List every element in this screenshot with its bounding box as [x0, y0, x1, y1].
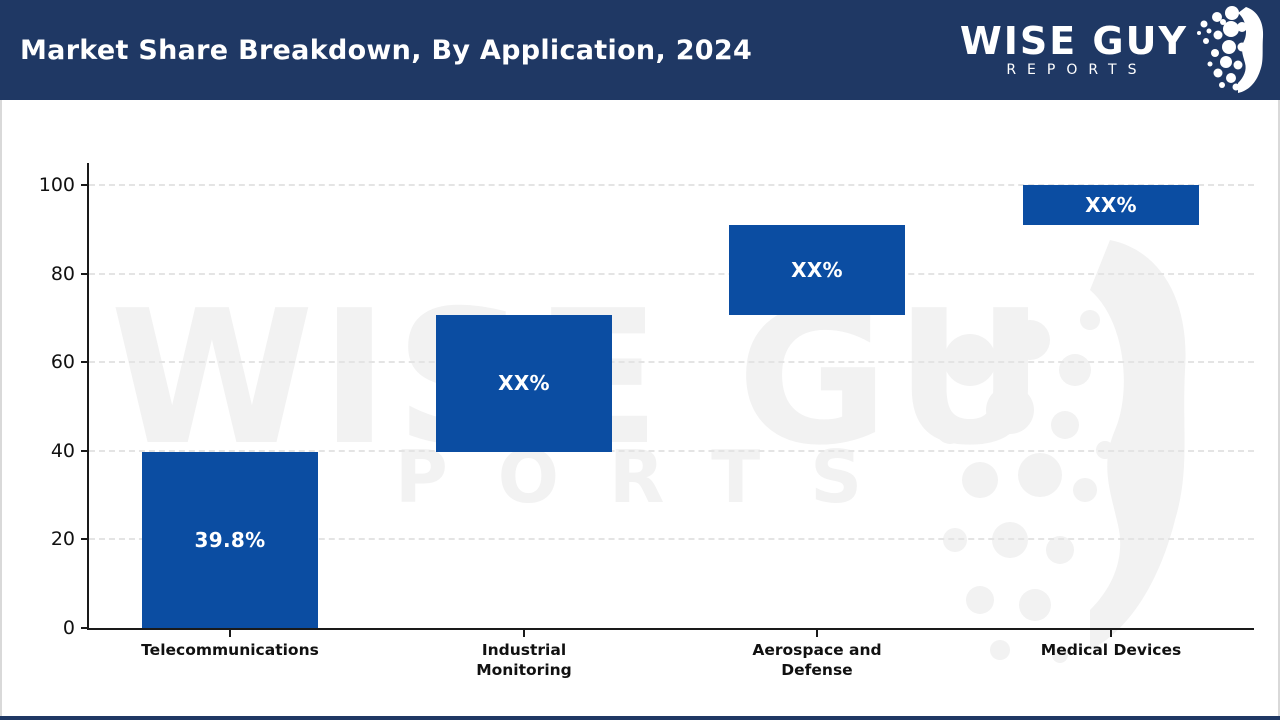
x-axis-category-label: Industrial Monitoring	[404, 640, 644, 680]
bar-3: XX%	[1023, 185, 1199, 225]
x-axis-category-label: Medical Devices	[991, 640, 1231, 660]
bar-2: XX%	[729, 224, 905, 315]
bar-value-label: XX%	[1085, 192, 1137, 217]
logo-wordmark: WISE GUY	[959, 19, 1188, 63]
bar-1: XX%	[436, 314, 612, 452]
y-axis-tick-label: 20	[50, 528, 75, 551]
y-axis-tick-label: 100	[38, 174, 75, 196]
bar-0: 39.8%	[142, 451, 318, 628]
wise-guy-logo: WISE GUY REPORTS	[960, 5, 1280, 95]
gridline	[89, 538, 1254, 541]
x-axis-category-line: Medical Devices	[1040, 641, 1182, 659]
chart-title: Market Share Breakdown, By Application, …	[20, 34, 753, 66]
header-bar: Market Share Breakdown, By Application, …	[0, 0, 1280, 100]
gridline	[89, 449, 1254, 452]
y-axis-tick	[81, 361, 88, 364]
footer-bar	[0, 716, 1280, 720]
y-axis-tick	[81, 272, 88, 275]
y-axis-tick	[81, 449, 88, 452]
x-axis-category-label: Aerospace and Defense	[697, 640, 937, 680]
logo-subtitle: REPORTS	[1006, 62, 1148, 78]
y-axis-tick-label: 0	[62, 617, 75, 639]
bar-value-label: XX%	[498, 371, 550, 396]
bar-value-label: XX%	[791, 257, 843, 282]
x-axis-category-line: Monitoring	[476, 661, 572, 679]
x-axis-category-line: Industrial	[481, 641, 567, 659]
y-axis-tick	[81, 184, 88, 186]
x-axis-category-line: Defense	[781, 661, 853, 679]
x-axis-tick	[816, 630, 818, 637]
x-axis-tick	[523, 630, 525, 637]
bar-value-label: 39.8%	[194, 527, 266, 552]
x-axis-category-line: Telecommunications	[141, 641, 319, 659]
y-axis-line	[87, 163, 89, 630]
x-axis-category-line: Aerospace and	[752, 641, 882, 659]
y-axis-tick	[81, 538, 88, 541]
logo-text: WISE GUY REPORTS	[960, 22, 1188, 78]
y-axis-tick	[81, 627, 88, 629]
face-profile-icon	[1197, 6, 1264, 93]
y-axis-tick-label: 80	[50, 262, 75, 285]
x-axis-tick	[229, 630, 231, 637]
x-axis-category-label: Telecommunications	[110, 640, 350, 660]
x-axis-tick	[1110, 630, 1112, 637]
y-axis-tick-label: 60	[50, 351, 75, 374]
x-axis-line	[87, 628, 1254, 630]
gridline	[89, 272, 1254, 275]
gridline	[89, 361, 1254, 364]
y-axis-tick-label: 40	[50, 439, 75, 462]
waterfall-chart: 0 20 40 60 80 100 39.8% Telecommunications XX% In…	[0, 100, 1280, 720]
gridline	[89, 184, 1254, 186]
